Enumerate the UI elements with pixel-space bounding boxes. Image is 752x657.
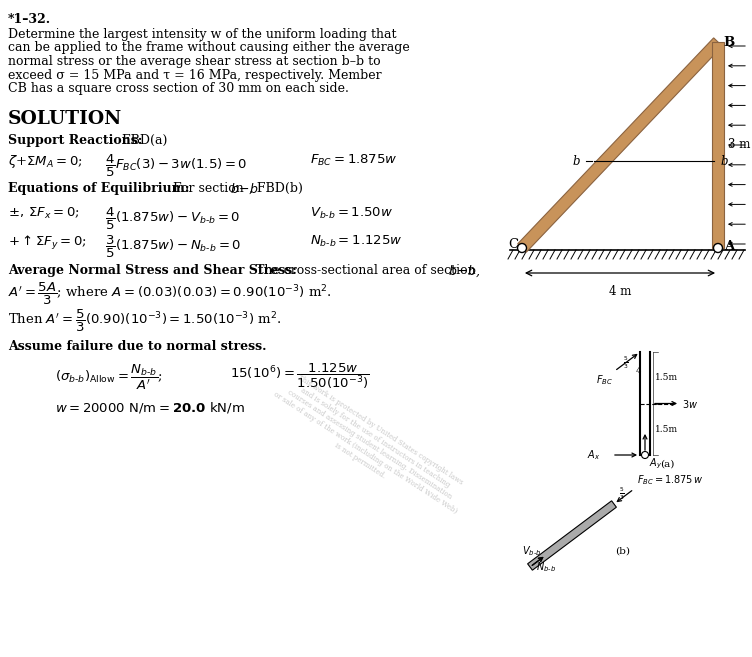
Text: $\dfrac{3}{5}(1.875w) - N_{b\text{-}b} = 0$: $\dfrac{3}{5}(1.875w) - N_{b\text{-}b} =… <box>105 234 241 260</box>
Text: This work is protected by United States copyright laws
and is solely for the use: This work is protected by United States … <box>267 367 473 523</box>
Text: $b\!-\!b$,: $b\!-\!b$, <box>448 264 481 279</box>
Text: $N_{b\text{-}b}$: $N_{b\text{-}b}$ <box>536 560 556 574</box>
Circle shape <box>714 244 723 252</box>
Text: $\frac{5}{3}$: $\frac{5}{3}$ <box>619 486 625 502</box>
Text: 4: 4 <box>635 367 641 375</box>
Text: b: b <box>572 155 580 168</box>
Text: $F_{BC} = 1.875w$: $F_{BC} = 1.875w$ <box>310 153 398 168</box>
Text: Support Reactions:: Support Reactions: <box>8 134 142 147</box>
Text: normal stress or the average shear stress at section b–b to: normal stress or the average shear stres… <box>8 55 381 68</box>
Text: SOLUTION: SOLUTION <box>8 110 123 128</box>
Text: $A_y$: $A_y$ <box>649 457 663 472</box>
Text: For section: For section <box>169 182 247 195</box>
Polygon shape <box>528 501 617 570</box>
Text: b: b <box>720 155 728 168</box>
Text: $F_{BC} = 1.875\,w$: $F_{BC} = 1.875\,w$ <box>637 473 704 487</box>
Text: (a): (a) <box>660 460 675 469</box>
Circle shape <box>641 451 648 459</box>
Text: $\zeta$+$\Sigma M_A = 0$;: $\zeta$+$\Sigma M_A = 0$; <box>8 153 83 170</box>
Text: $3w$: $3w$ <box>682 397 698 409</box>
Text: $F_{BC}$: $F_{BC}$ <box>596 373 614 387</box>
Text: 1.5m: 1.5m <box>655 424 678 434</box>
Text: 4 m: 4 m <box>609 285 631 298</box>
Text: $\dfrac{4}{5}F_{BC}(3) - 3w(1.5) = 0$: $\dfrac{4}{5}F_{BC}(3) - 3w(1.5) = 0$ <box>105 153 247 179</box>
Text: exceed σ = 15 MPa and τ = 16 MPa, respectively. Member: exceed σ = 15 MPa and τ = 16 MPa, respec… <box>8 68 381 81</box>
Text: $A_x$: $A_x$ <box>587 448 600 462</box>
Text: The cross-sectional area of section: The cross-sectional area of section <box>252 264 480 277</box>
Text: $w = 20000\ \mathrm{N/m} = \mathbf{20.0}\ \mathrm{kN/m}$: $w = 20000\ \mathrm{N/m} = \mathbf{20.0}… <box>55 400 245 415</box>
Text: can be applied to the frame without causing either the average: can be applied to the frame without caus… <box>8 41 410 55</box>
Text: $V_{b\text{-}b}$: $V_{b\text{-}b}$ <box>522 544 541 558</box>
Text: $+\uparrow\Sigma F_y = 0$;: $+\uparrow\Sigma F_y = 0$; <box>8 234 87 252</box>
Text: Then $A' = \dfrac{5}{3}(0.90)(10^{-3}) = 1.50(10^{-3})$ m$^2$.: Then $A' = \dfrac{5}{3}(0.90)(10^{-3}) =… <box>8 308 281 334</box>
Text: $A' = \dfrac{5A}{3}$; where $A = (0.03)(0.03) = 0.90(10^{-3})$ m$^2$.: $A' = \dfrac{5A}{3}$; where $A = (0.03)(… <box>8 281 332 307</box>
Text: Assume failure due to normal stress.: Assume failure due to normal stress. <box>8 340 266 353</box>
Text: 1.5m: 1.5m <box>655 373 678 382</box>
Text: $V_{b\text{-}b} = 1.50w$: $V_{b\text{-}b} = 1.50w$ <box>310 206 393 221</box>
Text: , FBD(b): , FBD(b) <box>249 182 303 195</box>
Text: FBD(a): FBD(a) <box>118 134 168 147</box>
Text: B: B <box>723 37 734 49</box>
Text: 3 m: 3 m <box>728 139 750 152</box>
Text: C: C <box>508 238 518 252</box>
Text: $(\sigma_{b\text{-}b})_\mathrm{Allow} = \dfrac{N_{b\text{-}b}}{A'}$;: $(\sigma_{b\text{-}b})_\mathrm{Allow} = … <box>55 362 163 392</box>
Polygon shape <box>517 38 723 252</box>
Text: $15(10^6) = \dfrac{1.125w}{1.50(10^{-3})}$: $15(10^6) = \dfrac{1.125w}{1.50(10^{-3})… <box>230 362 369 392</box>
Polygon shape <box>712 42 724 248</box>
Circle shape <box>517 244 526 252</box>
Text: (b): (b) <box>615 547 630 556</box>
Text: Equations of Equilibrium:: Equations of Equilibrium: <box>8 182 190 195</box>
Text: A: A <box>724 240 734 252</box>
Text: $b\!-\!b$: $b\!-\!b$ <box>230 182 259 196</box>
Text: $N_{b\text{-}b} = 1.125w$: $N_{b\text{-}b} = 1.125w$ <box>310 234 402 249</box>
Text: $\pm,\,\Sigma F_x = 0$;: $\pm,\,\Sigma F_x = 0$; <box>8 206 80 221</box>
Text: CB has a square cross section of 30 mm on each side.: CB has a square cross section of 30 mm o… <box>8 82 349 95</box>
Text: *1–32.: *1–32. <box>8 13 51 26</box>
Text: $\frac{5}{3}$: $\frac{5}{3}$ <box>623 355 629 371</box>
Text: Determine the largest intensity w of the uniform loading that: Determine the largest intensity w of the… <box>8 28 396 41</box>
Text: $\dfrac{4}{5}(1.875w) - V_{b\text{-}b} = 0$: $\dfrac{4}{5}(1.875w) - V_{b\text{-}b} =… <box>105 206 241 232</box>
Text: Average Normal Stress and Shear Stress:: Average Normal Stress and Shear Stress: <box>8 264 297 277</box>
